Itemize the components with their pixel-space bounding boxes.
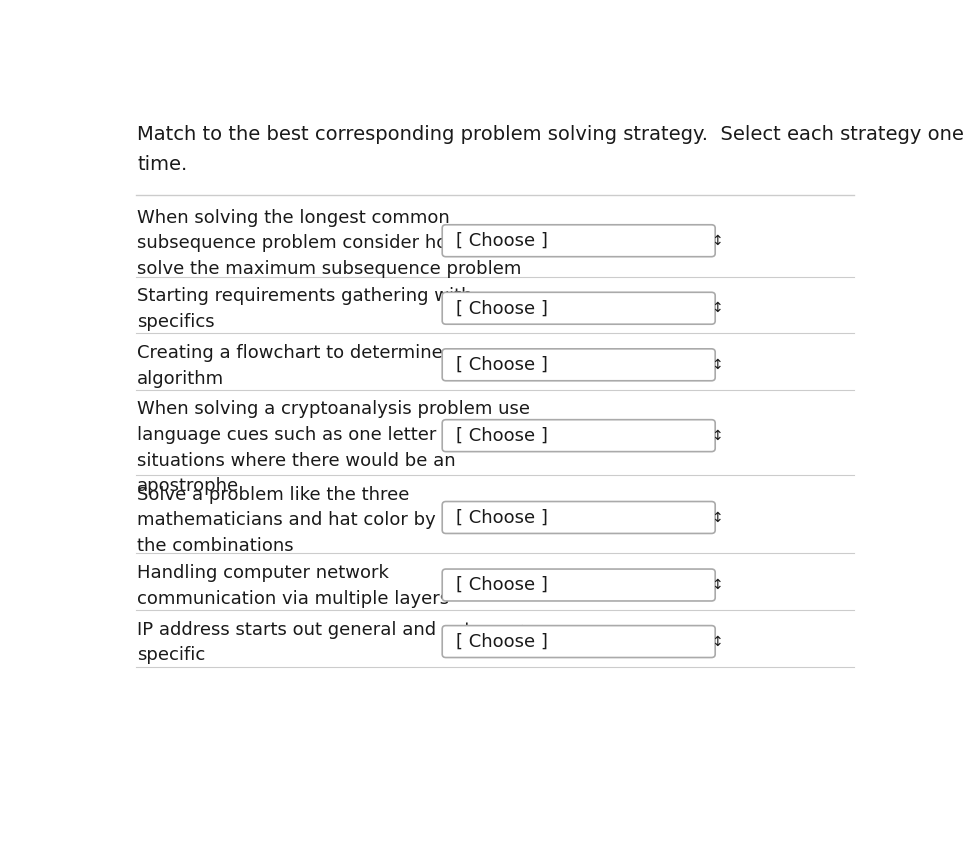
Text: ↕: ↕	[711, 634, 723, 649]
Text: ↕: ↕	[711, 302, 723, 315]
Text: [ Choose ]: [ Choose ]	[456, 509, 548, 526]
Text: Handling computer network
communication via multiple layers: Handling computer network communication …	[137, 564, 449, 607]
FancyBboxPatch shape	[442, 292, 715, 324]
Text: Creating a flowchart to determine an
algorithm: Creating a flowchart to determine an alg…	[137, 344, 471, 388]
Text: When solving a cryptoanalysis problem use
language cues such as one letter words: When solving a cryptoanalysis problem us…	[137, 400, 536, 495]
Text: [ Choose ]: [ Choose ]	[456, 576, 548, 594]
FancyBboxPatch shape	[442, 225, 715, 257]
FancyBboxPatch shape	[442, 349, 715, 381]
FancyBboxPatch shape	[442, 569, 715, 601]
Text: [ Choose ]: [ Choose ]	[456, 356, 548, 374]
Text: ↕: ↕	[711, 578, 723, 592]
Text: [ Choose ]: [ Choose ]	[456, 232, 548, 250]
FancyBboxPatch shape	[442, 501, 715, 533]
Text: Starting requirements gathering with
specifics: Starting requirements gathering with spe…	[137, 288, 473, 331]
Text: Solve a problem like the three
mathematicians and hat color by listing all
the c: Solve a problem like the three mathemati…	[137, 486, 523, 555]
FancyBboxPatch shape	[442, 626, 715, 658]
Text: [ Choose ]: [ Choose ]	[456, 632, 548, 651]
Text: ↕: ↕	[711, 358, 723, 372]
Text: ↕: ↕	[711, 234, 723, 248]
FancyBboxPatch shape	[442, 420, 715, 452]
Text: time.: time.	[137, 155, 187, 174]
Text: When solving the longest common
subsequence problem consider how to
solve the ma: When solving the longest common subseque…	[137, 209, 521, 278]
Text: [ Choose ]: [ Choose ]	[456, 299, 548, 317]
Text: Match to the best corresponding problem solving strategy.  Select each strategy : Match to the best corresponding problem …	[137, 125, 965, 144]
Text: [ Choose ]: [ Choose ]	[456, 427, 548, 445]
Text: ↕: ↕	[711, 511, 723, 524]
Text: IP address starts out general and gets more
specific: IP address starts out general and gets m…	[137, 620, 534, 664]
Text: ↕: ↕	[711, 429, 723, 442]
